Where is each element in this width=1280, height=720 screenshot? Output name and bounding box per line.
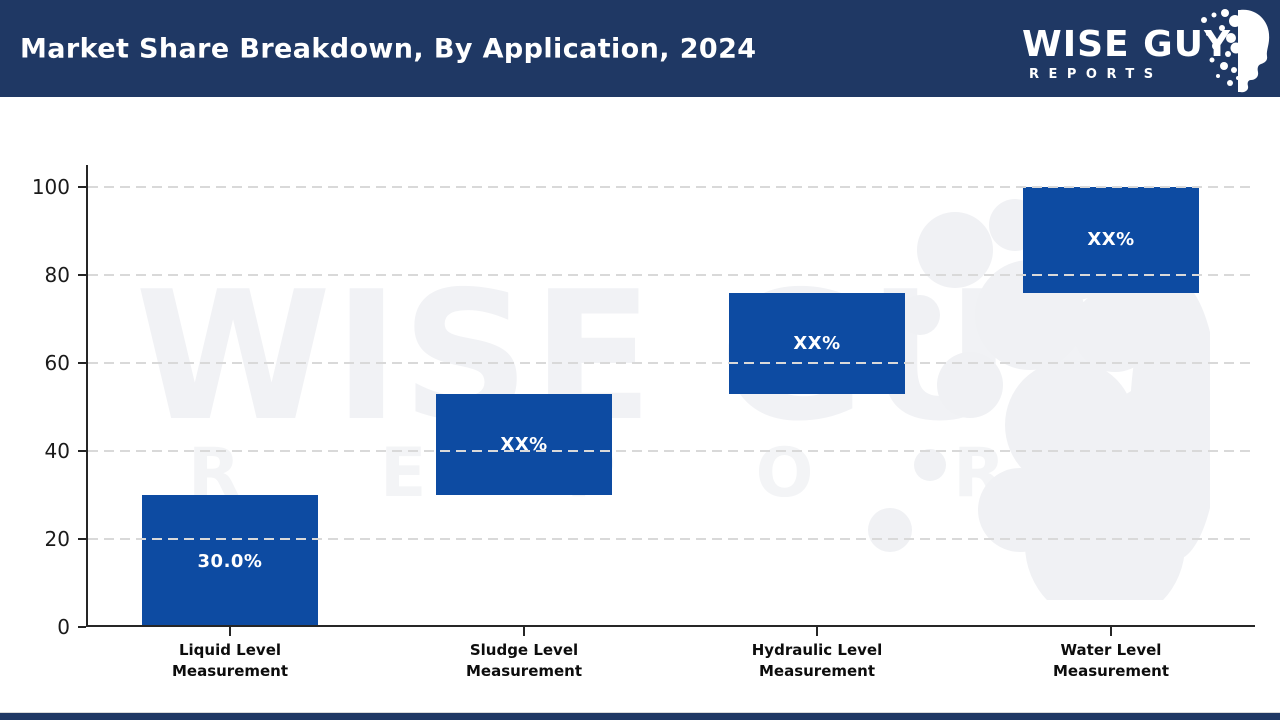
- y-tick-label-0: 0: [57, 615, 70, 639]
- y-tick-label-20: 20: [44, 527, 70, 551]
- footer-bar: [0, 713, 1280, 720]
- y-tick-40: [78, 450, 86, 452]
- bar-value-label-liquid-level-measurement: 30.0%: [197, 550, 263, 572]
- x-tick-water-level-measurement: [1110, 627, 1112, 636]
- bar-value-label-water-level-measurement: XX%: [1087, 229, 1135, 251]
- header-bar: Market Share Breakdown, By Application, …: [0, 0, 1280, 97]
- gridline-80: [88, 274, 1253, 276]
- y-tick-label-60: 60: [44, 351, 70, 375]
- x-category-label-water-level-measurement: Water Level Measurement: [1052, 641, 1170, 680]
- bar-value-label-sludge-level-measurement: XX%: [500, 433, 548, 455]
- y-axis-line: [86, 165, 88, 627]
- bar-water-level-measurement: XX%: [1023, 187, 1199, 293]
- bar-liquid-level-measurement: 30.0%: [142, 495, 318, 627]
- wise-guy-logo: WISE GUY REPORTS: [1022, 4, 1270, 94]
- chart-area: 0 20 40 60 80 100 30.0% Liquid Level Measuremen…: [0, 97, 1280, 713]
- x-tick-liquid-level-measurement: [229, 627, 231, 636]
- y-tick-label-80: 80: [44, 263, 70, 287]
- y-tick-80: [78, 274, 86, 276]
- gridline-100: [88, 186, 1253, 188]
- y-tick-label-100: 100: [31, 175, 70, 199]
- x-axis-line: [86, 625, 1255, 627]
- gridline-60: [88, 362, 1253, 364]
- y-tick-20: [78, 538, 86, 540]
- x-category-label-sludge-level-measurement: Sludge Level Measurement: [465, 641, 583, 680]
- y-tick-60: [78, 362, 86, 364]
- bar-sludge-level-measurement: XX%: [436, 393, 612, 495]
- bottom-divider: [0, 712, 1280, 713]
- gridline-20: [88, 538, 1253, 540]
- bar-hydraulic-level-measurement: XX%: [729, 292, 905, 394]
- y-tick-0: [78, 626, 86, 628]
- page-title: Market Share Breakdown, By Application, …: [20, 33, 757, 64]
- y-tick-100: [78, 186, 86, 188]
- logo-wordmark: WISE GUY: [1022, 24, 1232, 65]
- x-category-label-hydraulic-level-measurement: Hydraulic Level Measurement: [751, 641, 883, 680]
- x-category-label-liquid-level-measurement: Liquid Level Measurement: [171, 641, 289, 680]
- wise-guy-face-icon: [1201, 9, 1270, 93]
- logo-subtitle: REPORTS: [1029, 67, 1163, 82]
- x-tick-hydraulic-level-measurement: [816, 627, 818, 636]
- x-tick-sludge-level-measurement: [523, 627, 525, 636]
- bar-value-label-hydraulic-level-measurement: XX%: [793, 332, 841, 354]
- y-tick-label-40: 40: [44, 439, 70, 463]
- gridline-40: [88, 450, 1253, 452]
